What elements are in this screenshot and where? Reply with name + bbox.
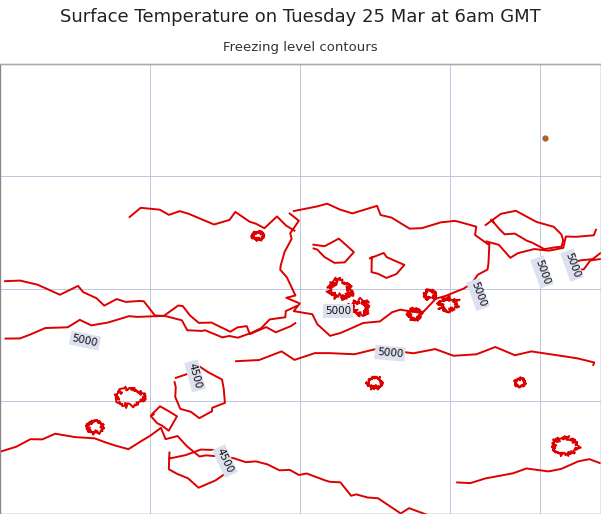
- Text: 5000: 5000: [377, 347, 403, 359]
- Text: Freezing level contours: Freezing level contours: [223, 41, 378, 54]
- Text: 5000: 5000: [325, 306, 351, 316]
- Text: 5000: 5000: [563, 251, 581, 279]
- Text: 5000: 5000: [533, 258, 551, 286]
- Text: 4500: 4500: [187, 362, 203, 390]
- Text: 4500: 4500: [215, 447, 235, 475]
- Text: Surface Temperature on Tuesday 25 Mar at 6am GMT: Surface Temperature on Tuesday 25 Mar at…: [60, 8, 541, 26]
- Text: 5000: 5000: [469, 281, 487, 308]
- Text: 5000: 5000: [71, 333, 99, 348]
